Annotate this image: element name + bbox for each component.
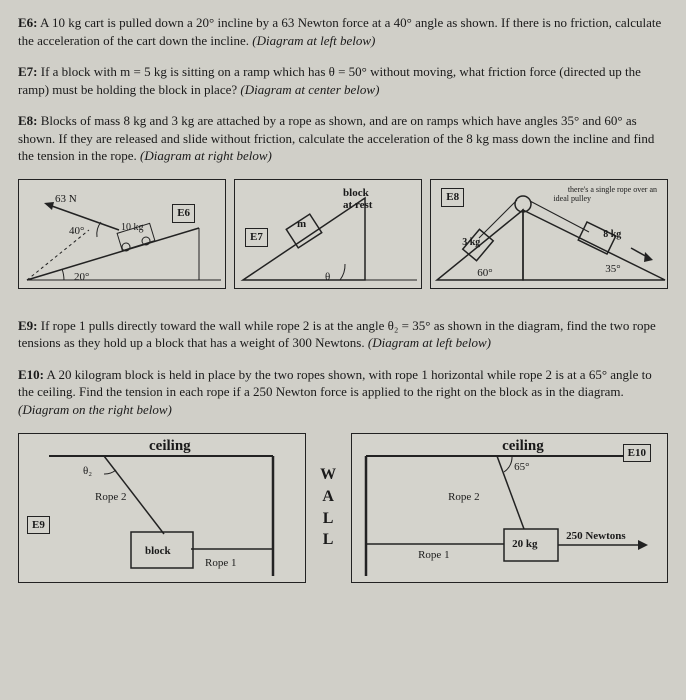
mass2-e8: 8 kg [603,228,621,242]
label-e7: E7: [18,64,38,79]
label-e9: E9: [18,318,38,333]
rope2-e9: Rope 2 [95,490,126,505]
ceiling-e10: ceiling [502,436,544,456]
ang-e10: 65° [514,460,529,475]
diagram-row-2: E9 ceiling θ₂ Rope 2 Rope 1 block W A L … [18,433,668,583]
svg-e6 [19,180,229,290]
rope2-e10: Rope 2 [448,490,479,505]
label-e6: E6: [18,15,38,30]
tag-e8: E8 [441,188,464,207]
ceiling-e9: ceiling [149,436,191,456]
note2-e8: ideal pulley [553,194,591,205]
problem-e9: E9: If rope 1 pulls directly toward the … [18,317,668,352]
note-e7: (Diagram at center below) [240,82,379,97]
note-e6: (Diagram at left below) [252,33,375,48]
note-e9: (Diagram at left below) [368,335,491,350]
wall-l1: L [323,508,335,530]
theta-e9: θ₂ [83,464,92,479]
block-e9: block [145,544,171,559]
ang35-e8: 35° [605,262,620,277]
theta-e7: θ [325,270,330,285]
label-e10: E10: [18,367,44,382]
problem-e8: E8: Blocks of mass 8 kg and 3 kg are att… [18,112,668,165]
diagram-e9: E9 ceiling θ₂ Rope 2 Rope 1 block [18,433,306,583]
diagram-e7: E7 block at rest m θ [234,179,422,289]
diagram-e8: E8 there's a single rope over an ideal p… [430,179,668,289]
rope1-e10: Rope 1 [418,548,449,563]
diagram-e10: E10 ceiling 65° Rope 2 Rope 1 20 kg 250 … [351,433,668,583]
mass1-e8: 3 kg [462,236,480,250]
diagram-row-1: E6 63 N 40° 20° 10 kg E7 block at rest m… [18,179,668,289]
text-e9: If rope 1 pulls directly toward the wall… [18,318,656,351]
tag-e10: E10 [623,444,651,463]
wall-w: W [320,464,337,486]
svg-e8 [431,180,671,290]
diagram-e6: E6 63 N 40° 20° 10 kg [18,179,226,289]
angle40-e6: 40° [69,224,84,239]
text-e8: Blocks of mass 8 kg and 3 kg are attache… [18,113,654,163]
force-e6: 63 N [55,192,77,207]
ang60-e8: 60° [477,266,492,281]
mass-e7: m [297,217,306,232]
problem-e10: E10: A 20 kilogram block is held in plac… [18,366,668,419]
note-e10: (Diagram on the right below) [18,402,172,417]
tag-e9: E9 [27,516,50,535]
mass-e10: 20 kg [512,537,537,552]
mass-e6: 10 kg [121,221,144,235]
rope1-e9: Rope 1 [205,556,236,571]
wall-l2: L [323,529,335,551]
force-e10: 250 Newtons [566,529,626,544]
rest-e7: at rest [343,198,372,213]
label-e8: E8: [18,113,38,128]
tag-e7: E7 [245,228,268,247]
problem-e6: E6: A 10 kg cart is pulled down a 20° in… [18,14,668,49]
problem-e7: E7: If a block with m = 5 kg is sitting … [18,63,668,98]
angle20-e6: 20° [74,270,89,285]
svg-e9 [19,434,319,584]
text-e10: A 20 kilogram block is held in place by … [18,367,652,400]
wall-a: A [322,486,335,508]
note-e8: (Diagram at right below) [140,148,272,163]
tag-e6: E6 [172,204,195,223]
